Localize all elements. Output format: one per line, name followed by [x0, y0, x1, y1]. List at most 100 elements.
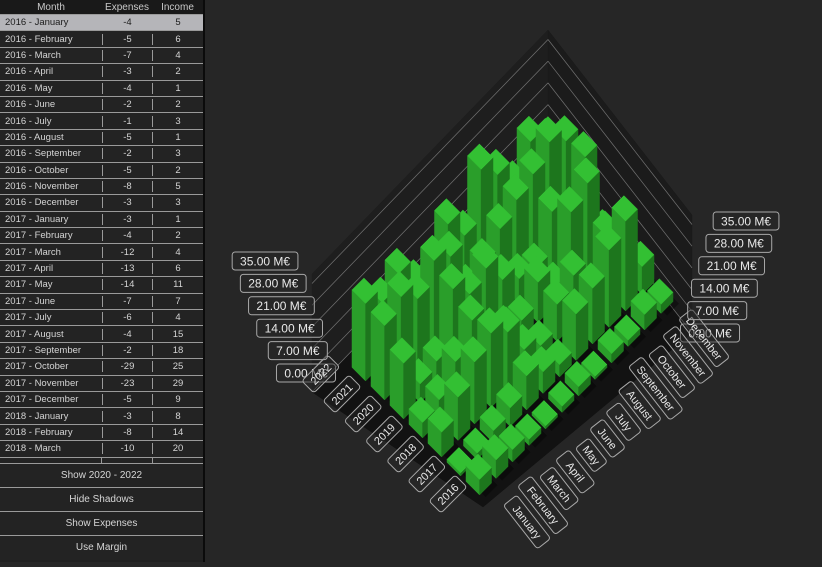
value-axis-label-left-box [256, 318, 323, 338]
bar[interactable] [498, 423, 525, 450]
bar[interactable] [611, 195, 638, 222]
bar[interactable] [559, 249, 586, 276]
table-row[interactable]: 2017 - October -29 25 [0, 359, 203, 376]
table-row[interactable]: 2017 - September -2 18 [0, 342, 203, 360]
bar[interactable] [581, 350, 608, 377]
bar[interactable] [439, 263, 466, 290]
bar[interactable] [647, 278, 674, 305]
table-row[interactable]: 2018 - January -3 8 [0, 408, 203, 425]
show-years-button[interactable]: Show 2020 - 2022 [0, 463, 203, 488]
table-row[interactable]: 2016 - October -5 2 [0, 162, 203, 179]
table-row[interactable]: 2017 - February -4 2 [0, 228, 203, 245]
bar[interactable] [370, 311, 385, 401]
table-row[interactable]: 2016 - July -1 3 [0, 113, 203, 130]
table-row[interactable]: 2017 - November -23 29 [0, 375, 203, 392]
table-row[interactable]: 2016 - August -5 1 [0, 129, 203, 147]
bar[interactable] [564, 360, 591, 388]
bar[interactable] [389, 337, 416, 364]
bar[interactable] [477, 307, 504, 334]
table-row[interactable]: 2016 - March -7 4 [0, 47, 203, 65]
bar[interactable] [427, 406, 454, 433]
table-row[interactable]: 2016 - April -3 2 [0, 64, 203, 81]
use-margin-button[interactable]: Use Margin [0, 535, 203, 560]
table-row[interactable]: 2017 - July -6 4 [0, 310, 203, 327]
table-row[interactable]: 2016 - December -3 3 [0, 195, 203, 212]
show-expenses-button[interactable]: Show Expenses [0, 511, 203, 536]
bar[interactable] [519, 148, 546, 175]
bar[interactable] [458, 294, 485, 321]
value-axis-label-left: 0.00 M€ [275, 363, 337, 383]
bar[interactable] [512, 350, 539, 377]
bar[interactable] [548, 380, 575, 407]
bar[interactable] [351, 289, 366, 382]
bar[interactable] [486, 202, 513, 230]
bar[interactable] [434, 198, 461, 225]
table-row[interactable]: 2016 - February -5 6 [0, 31, 203, 48]
bar[interactable] [472, 242, 499, 269]
bar[interactable] [597, 327, 624, 355]
table-row[interactable]: 2016 - June -2 2 [0, 96, 203, 114]
table-header: Month Expenses Income [0, 0, 203, 15]
table-row[interactable]: 2017 - May -14 11 [0, 277, 203, 294]
bar[interactable] [482, 434, 509, 461]
table-row[interactable]: 2017 - January -3 1 [0, 211, 203, 229]
bar[interactable] [625, 208, 638, 312]
bar[interactable] [467, 143, 494, 170]
hide-shadows-button[interactable]: Hide Shadows [0, 487, 203, 512]
bar[interactable] [460, 336, 487, 363]
bar[interactable] [573, 157, 600, 184]
bar[interactable] [614, 314, 641, 341]
value-axis-label-left-box [231, 251, 299, 271]
bar[interactable] [351, 277, 378, 304]
bar[interactable] [571, 131, 598, 158]
table-row[interactable]: 2017 - April -13 6 [0, 260, 203, 278]
table-row[interactable]: 2017 - June -7 7 [0, 293, 203, 311]
bar[interactable] [496, 382, 523, 409]
data-table-panel: Month Expenses Income 2016 - January -4 5 2… [0, 0, 205, 562]
cell-month: 2017 - February [5, 230, 73, 242]
table-row[interactable]: 2018 - March -10 20 [0, 441, 203, 458]
cell-income: 25 [152, 361, 203, 373]
bar[interactable] [444, 371, 471, 398]
cell-expenses: -4 [102, 82, 152, 94]
bar[interactable] [408, 396, 435, 423]
bar[interactable] [370, 299, 397, 326]
bar[interactable] [543, 278, 570, 305]
bar[interactable] [507, 294, 534, 321]
table-row[interactable]: 2016 - January -4 5 [0, 15, 203, 32]
bars-3d-scene[interactable]: 0.00 M€0.00 M€20162017201820192020202120… [205, 0, 822, 562]
bar[interactable] [535, 116, 562, 143]
table-row[interactable]: 2017 - March -12 4 [0, 244, 203, 261]
table-row[interactable]: 2016 - May -4 1 [0, 80, 203, 97]
value-axis-label-right-text: 7.00 M€ [696, 304, 740, 318]
bar[interactable] [479, 404, 506, 431]
button-stack: Show 2020 - 2022 Hide Shadows Show Expen… [0, 463, 203, 560]
bar[interactable] [630, 288, 657, 315]
bar[interactable] [578, 262, 605, 289]
value-axis-label-left-text: 7.00 M€ [276, 344, 320, 358]
bar[interactable] [562, 288, 589, 315]
bar[interactable] [531, 400, 558, 427]
table-row[interactable]: 2018 - February -8 14 [0, 424, 203, 442]
bar[interactable] [608, 237, 622, 329]
table-row[interactable]: 2017 - December -5 9 [0, 391, 203, 409]
table-row[interactable]: 2016 - November -8 5 [0, 178, 203, 196]
bar[interactable] [420, 234, 447, 261]
month-axis-label-box [606, 402, 641, 441]
bars-3d-graph[interactable]: 0.00 M€0.00 M€20162017201820192020202120… [205, 0, 822, 562]
bar[interactable] [595, 224, 622, 251]
bar[interactable] [515, 413, 542, 440]
month-axis-label-box [679, 309, 729, 367]
table-row[interactable]: 2017 - August -4 15 [0, 326, 203, 343]
cell-expenses: -29 [102, 361, 152, 373]
bar[interactable] [387, 270, 414, 298]
cell-expenses: -5 [102, 33, 152, 45]
bar[interactable] [502, 173, 529, 201]
bar[interactable] [557, 186, 584, 213]
bar[interactable] [465, 453, 492, 480]
bar[interactable] [384, 247, 411, 274]
value-axis-label-left-text: 0.00 M€ [284, 366, 328, 380]
year-axis-label-box [323, 375, 361, 413]
bar[interactable] [524, 256, 551, 283]
table-row[interactable]: 2016 - September -2 3 [0, 146, 203, 163]
